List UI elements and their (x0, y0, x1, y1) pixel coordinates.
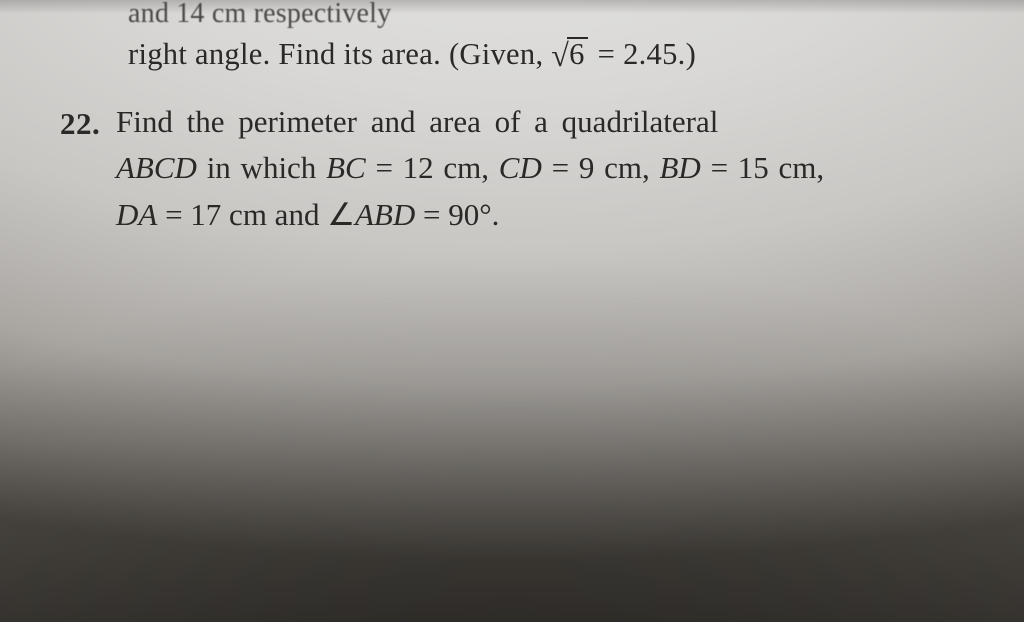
vignette-shadow (0, 0, 1024, 622)
textbook-page-photo: and 14 cm respectively right angle. Find… (0, 0, 1024, 622)
text: = 15 cm, (701, 150, 824, 185)
math-id-CD: CD (499, 150, 542, 185)
text: = 17 cm and ∠ (157, 197, 355, 232)
problem-22: 22. Find the perimeter and area of a qua… (60, 99, 964, 239)
problem-line-1: Find the perimeter and area of a quadril… (116, 99, 964, 146)
radicand: 6 (567, 37, 588, 70)
math-id-BC: BC (326, 150, 366, 185)
cutoff-previous-line: and 14 cm respectively (128, 0, 964, 28)
text: = 9 cm, (542, 150, 660, 185)
problem-line-3: DA = 17 cm and ∠ABD = 90°. (116, 192, 964, 239)
math-id-ABD: ABD (355, 197, 415, 232)
math-id-ABCD: ABCD (116, 150, 197, 185)
math-id-BD: BD (659, 150, 700, 185)
text: = 12 cm, (366, 150, 499, 185)
text: in which (197, 150, 326, 185)
cutoff-text: and 14 cm respectively (128, 0, 391, 29)
problem-body: Find the perimeter and area of a quadril… (116, 99, 964, 239)
text: = 90°. (415, 197, 499, 232)
page-curve-shadow (0, 362, 1024, 622)
problem-line-2: ABCD in which BC = 12 cm, CD = 9 cm, BD … (116, 145, 964, 192)
problem-number: 22. (60, 99, 116, 148)
sqrt-expression: √6 (551, 34, 589, 73)
math-id-DA: DA (116, 197, 157, 232)
prev-tail-prefix: right angle. Find its area. (Given, (128, 37, 551, 71)
radical-icon: √ (551, 36, 569, 74)
prev-tail-suffix: = 2.45.) (590, 37, 696, 71)
previous-problem-tail: right angle. Find its area. (Given, √6 =… (128, 34, 964, 73)
